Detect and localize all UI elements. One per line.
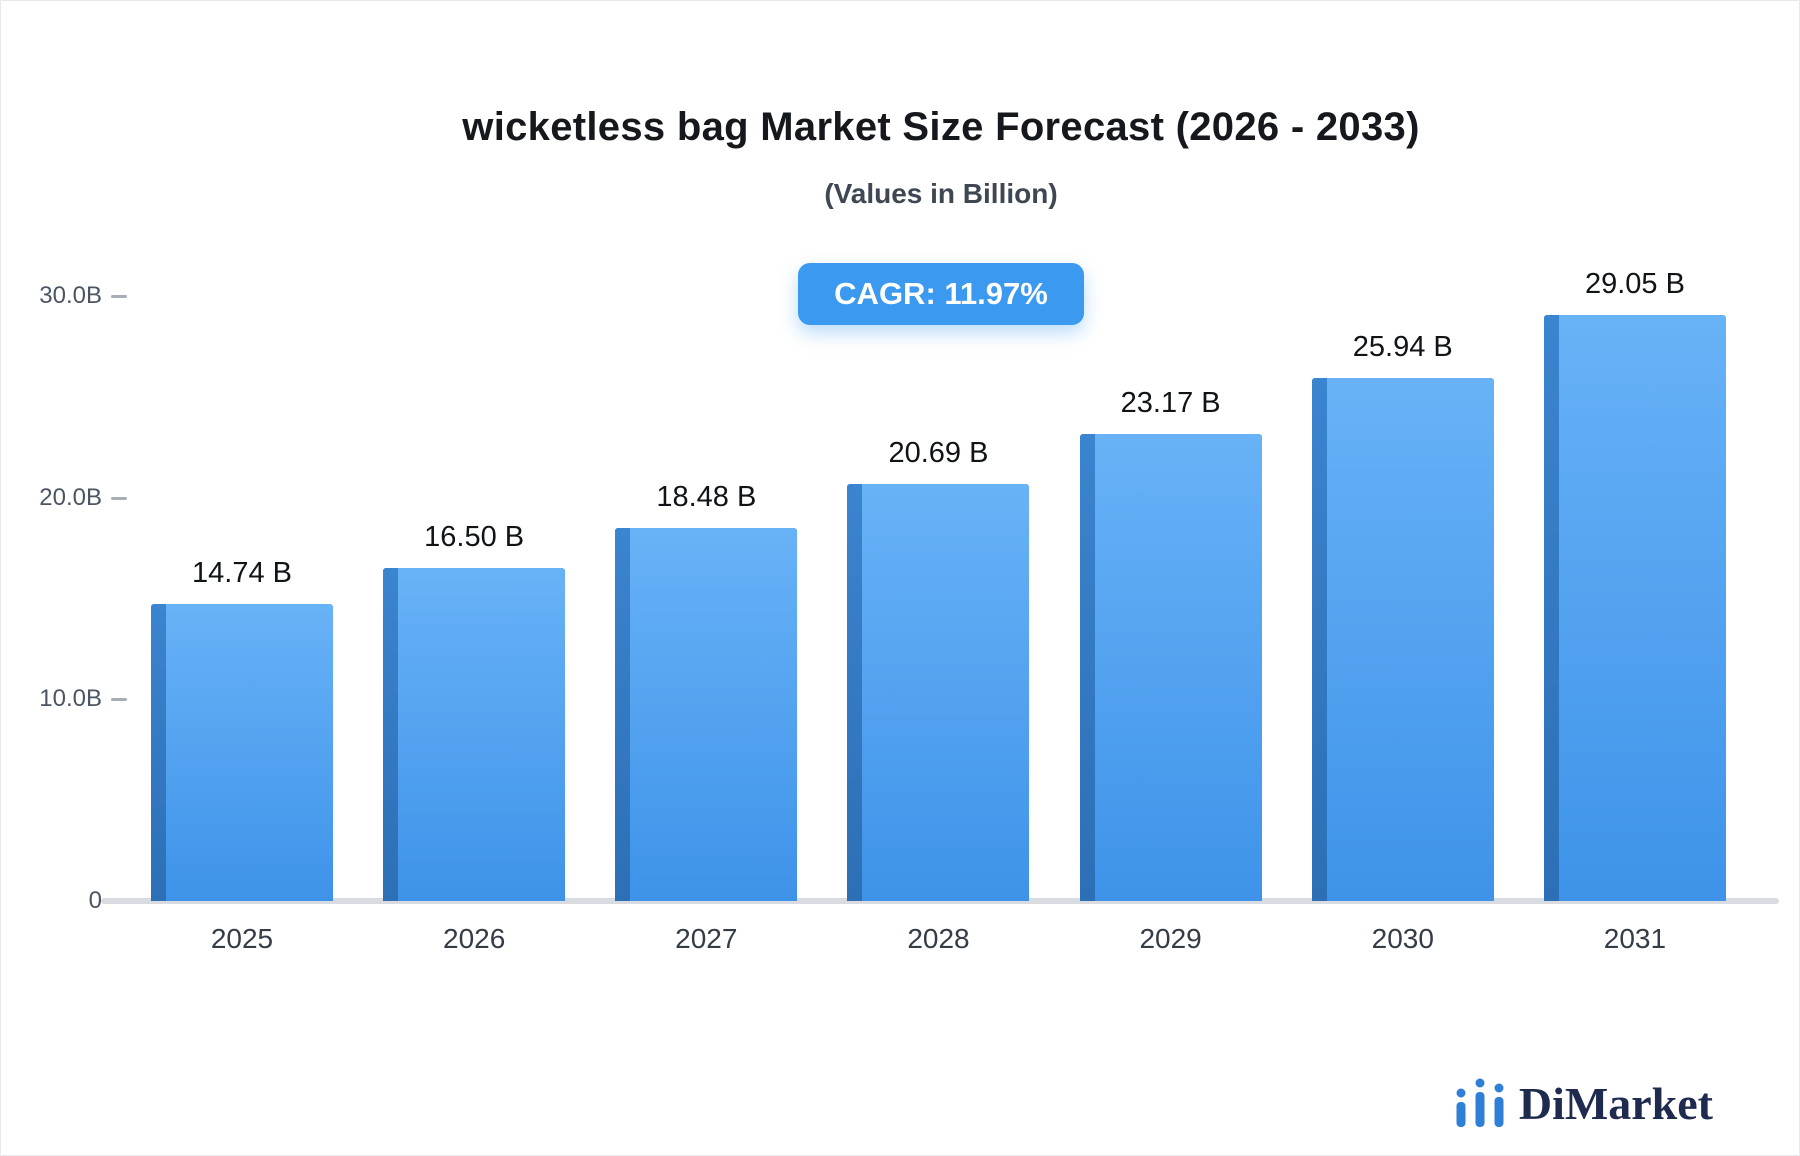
y-tick-mark xyxy=(111,697,127,701)
bar-left-edge xyxy=(1543,315,1559,901)
bar-value-label: 29.05 B xyxy=(1584,268,1685,300)
y-axis: 0 10.0B 20.0B 30.0B xyxy=(1,1,141,1155)
dimarket-logo: DiMarket xyxy=(1453,1071,1713,1127)
dimarket-logo-text: DiMarket xyxy=(1518,1078,1713,1129)
y-tick-label: 10.0B xyxy=(39,685,102,712)
y-tick: 10.0B xyxy=(15,685,127,713)
y-tick-label: 0 xyxy=(88,887,102,914)
bar: 25.94 B xyxy=(1311,331,1494,901)
bar: 18.48 B xyxy=(615,481,798,901)
bar: 14.74 B xyxy=(151,557,333,901)
bar-left-edge xyxy=(151,604,166,901)
bar: 29.05 B xyxy=(1543,268,1726,901)
bar-group: 20.69 B xyxy=(847,437,1030,901)
x-axis-label: 2030 xyxy=(1371,923,1434,954)
x-axis-label: 2027 xyxy=(675,923,738,954)
x-axis-label: 2028 xyxy=(907,923,970,954)
bar-left-edge xyxy=(1079,434,1095,901)
bar-left-edge xyxy=(383,568,399,901)
y-tick-mark xyxy=(111,496,127,500)
bar-group: 25.94 B xyxy=(1311,331,1494,901)
chart-header: wicketless bag Market Size Forecast (202… xyxy=(81,105,1799,210)
y-tick-mark xyxy=(111,294,127,298)
bar-left-edge xyxy=(615,528,631,901)
bar-value-label: 14.74 B xyxy=(192,557,292,589)
bar: 20.69 B xyxy=(847,437,1030,901)
chart-title: wicketless bag Market Size Forecast (202… xyxy=(462,105,1420,149)
bar-value-label: 20.69 B xyxy=(888,437,989,469)
bar-group: 18.48 B xyxy=(615,481,798,901)
bar-chart-dots-icon xyxy=(1456,1078,1504,1127)
bar-left-edge xyxy=(847,484,863,901)
x-axis-labels: 2025 2026 2027 2028 2029 2030 2031 xyxy=(151,923,1726,955)
y-tick-label: 20.0B xyxy=(39,484,102,511)
y-tick-label: 30.0B xyxy=(39,282,102,309)
chart-subtitle: (Values in Billion) xyxy=(824,178,1058,209)
x-axis-label: 2026 xyxy=(443,923,506,954)
bars: 14.74 B 16.50 B 18.48 B 20.69 B 23.17 B 25.94… xyxy=(151,268,1726,901)
y-tick: 20.0B xyxy=(15,484,127,512)
bar-left-edge xyxy=(1311,378,1327,901)
x-axis-label: 2025 xyxy=(210,923,274,954)
cagr-badge: CAGR: 11.97% xyxy=(798,263,1084,325)
x-axis-label: 2029 xyxy=(1139,923,1202,954)
bar: 16.50 B xyxy=(383,521,566,901)
x-axis-label: 2031 xyxy=(1603,923,1667,954)
bar-value-label: 25.94 B xyxy=(1352,331,1453,363)
x-axis-line xyxy=(101,898,1779,904)
cagr-badge-row: CAGR: 11.97% xyxy=(81,263,1799,325)
bar-value-label: 16.50 B xyxy=(424,521,525,553)
bar-group: 14.74 B xyxy=(151,557,333,901)
y-tick: 30.0B xyxy=(15,282,127,310)
bar-group: 23.17 B xyxy=(1079,387,1262,901)
bar-group: 29.05 B xyxy=(1543,268,1726,901)
bar-value-label: 18.48 B xyxy=(656,481,757,513)
bar-value-label: 23.17 B xyxy=(1120,387,1221,419)
bar: 23.17 B xyxy=(1079,387,1262,901)
bar-group: 16.50 B xyxy=(383,521,566,901)
